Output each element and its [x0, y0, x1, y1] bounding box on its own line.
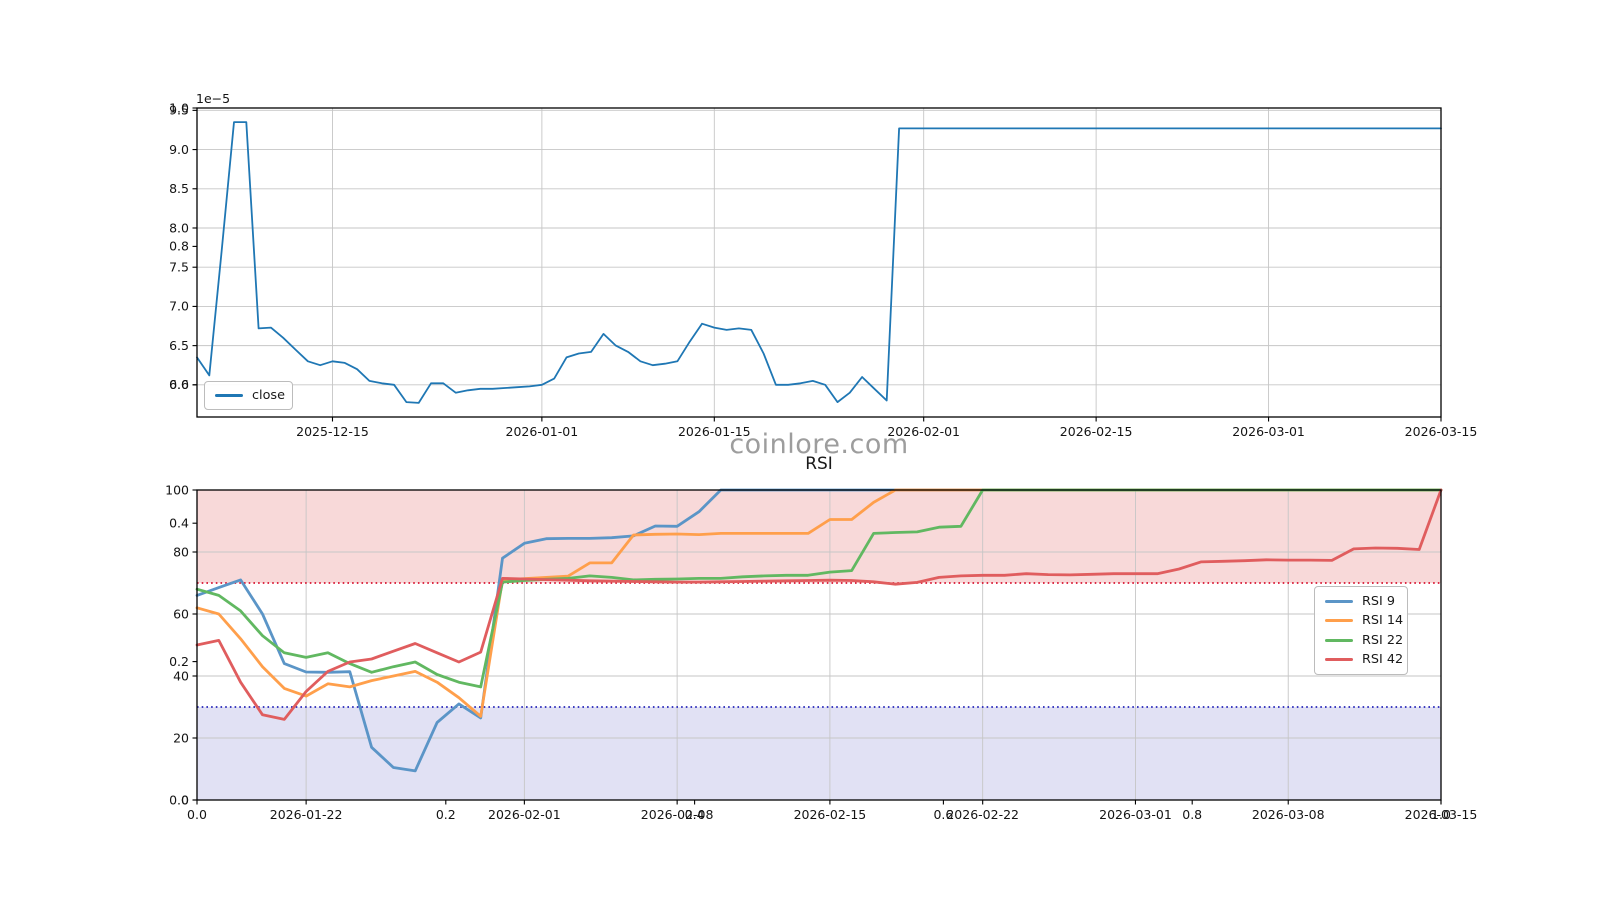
tick-label: 2026-02-22: [946, 807, 1019, 822]
legend-item-rsi-9: RSI 9: [1325, 592, 1397, 611]
tick-label: 0: [181, 792, 189, 807]
rsi-9-legend-label: RSI 9: [1362, 594, 1395, 610]
tick-label: 2026-01-22: [270, 807, 343, 822]
price-chart-area: 6.0 6.5 7.0 7.5 8.0 8.5 9.0 9.5 2025-12-15 2026-0…: [169, 103, 1477, 439]
rsi-42-legend-label: RSI 42: [1362, 651, 1404, 667]
rsi-legend: RSI 9 RSI 14 RSI 22 RSI 42: [1314, 586, 1408, 675]
tick-label: 7.5: [169, 260, 189, 275]
tick-label: 0.6: [169, 377, 189, 392]
rsi-9-line-sample: [1325, 600, 1353, 604]
rsi-42-line: [195, 488, 1443, 721]
legend-item-close: close: [215, 387, 285, 404]
tick-label: 0.8: [1182, 807, 1202, 822]
tick-label: 9.0: [169, 142, 189, 157]
y-axis-offset-label: 1e−5: [196, 91, 231, 106]
rsi-14-legend-label: RSI 14: [1362, 613, 1404, 629]
tick-label: 80: [173, 544, 189, 559]
legend-item-rsi-42: RSI 42: [1325, 650, 1403, 669]
tick-label: 100: [165, 482, 189, 497]
rsi-frame: [196, 489, 1442, 801]
tick-label: 0.0: [187, 807, 207, 822]
price-frame: [196, 107, 1442, 418]
rsi-chart-area: 0 20 40 60 80 100 2026-01-22 2026-02-01 2026-02-…: [165, 482, 1477, 822]
oversold-band: [197, 707, 1441, 800]
tick-label: 1.0: [169, 100, 189, 115]
tick-label: 2026-03-15: [1405, 424, 1478, 439]
tick-label: 40: [173, 668, 189, 683]
tick-label: 2026-03-08: [1252, 807, 1325, 822]
tick-label: 7.0: [169, 299, 189, 314]
tick-label: 2025-12-15: [296, 424, 369, 439]
tick-label: 2026-03-15: [1405, 807, 1478, 822]
legend-item-rsi-14: RSI 14: [1325, 611, 1403, 630]
tick-label: 2026-03-01: [1099, 807, 1172, 822]
tick-label: 2026-02-01: [488, 807, 561, 822]
tick-label: 6.5: [169, 338, 189, 353]
rsi-panel-title: RSI: [805, 454, 833, 474]
close-legend-label: close: [252, 388, 285, 403]
tick-label: 2026-02-15: [794, 807, 867, 822]
tick-label: 0.4: [685, 807, 705, 822]
tick-label: 0.4: [169, 516, 189, 531]
tick-label: 1.0: [1431, 807, 1451, 822]
legend-item-rsi-22: RSI 22: [1325, 631, 1403, 650]
tick-label: 6.0: [169, 377, 189, 392]
tick-label: 60: [173, 606, 189, 621]
tick-label: 0.2: [169, 654, 189, 669]
tick-label: 2026-01-15: [678, 424, 751, 439]
tick-label: 2026-03-01: [1232, 424, 1305, 439]
overlay-axis-labels: 0.0 0.2 0.4 0.6 0.8 1.0 1.0 0.8 0.6 0.4 0.2 0.0: [169, 100, 1451, 822]
rsi-22-legend-label: RSI 22: [1362, 632, 1404, 648]
overbought-band: [197, 490, 1441, 583]
tick-label: 0.0: [169, 792, 189, 807]
tick-label: 2026-02-01: [887, 424, 960, 439]
tick-label: 2026-02-08: [641, 807, 714, 822]
tick-label: 20: [173, 730, 189, 745]
tick-label: 0.8: [169, 239, 189, 254]
coinlore-watermark: coinlore.com: [729, 429, 909, 460]
tick-label: 0.2: [436, 807, 456, 822]
tick-label: 8.5: [169, 181, 189, 196]
tick-label: 2026-01-01: [506, 424, 579, 439]
rsi-22-line-sample: [1325, 638, 1353, 642]
close-line-sample: [215, 393, 243, 398]
tick-label: 2026-02-15: [1060, 424, 1133, 439]
close-line: [196, 121, 1442, 404]
tick-label: 8.0: [169, 220, 189, 235]
rsi-42-line-sample: [1325, 657, 1353, 661]
price-legend: close: [204, 381, 293, 410]
tick-label: 0.6: [933, 807, 953, 822]
tick-label: 9.5: [169, 103, 189, 118]
rsi-14-line-sample: [1325, 619, 1353, 623]
